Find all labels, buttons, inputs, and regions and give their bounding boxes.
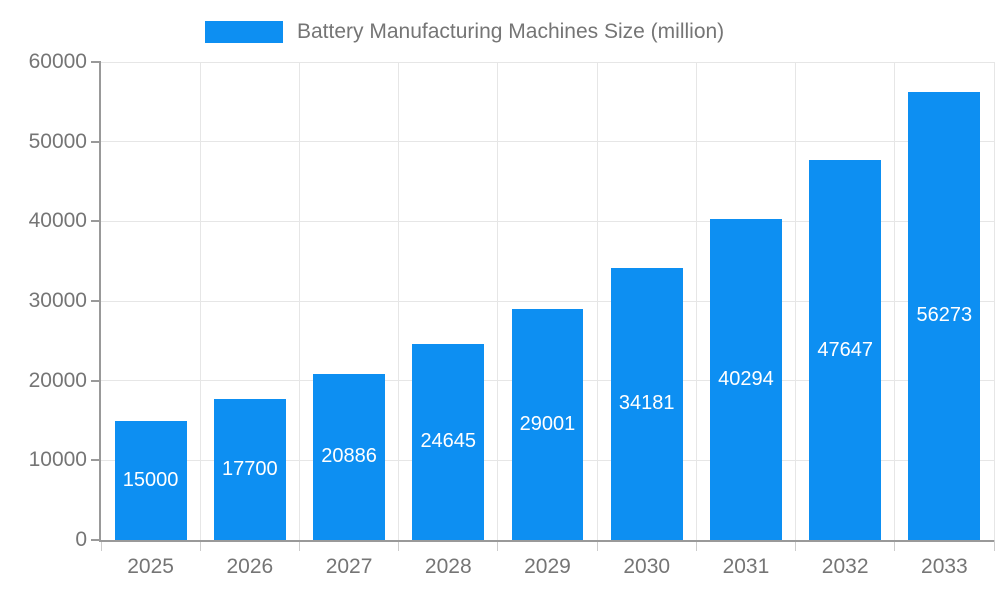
bar-value-label: 47647 (817, 338, 873, 361)
x-axis-label: 2030 (623, 555, 671, 578)
x-axis-label: 2029 (524, 555, 571, 578)
bar-value-label: 40294 (718, 367, 774, 390)
bar-value-label: 15000 (122, 468, 179, 491)
y-axis-label: 10000 (28, 448, 87, 472)
gridline-vertical (993, 62, 995, 540)
y-axis-label: 30000 (28, 289, 87, 312)
bar-2028[interactable]: 24645 (412, 343, 485, 540)
bar-value-label: 34181 (618, 392, 675, 415)
gridline-vertical (497, 62, 499, 540)
bar-value-label: 29001 (519, 412, 576, 435)
x-axis-label: 2028 (424, 555, 472, 578)
x-axis-tick (795, 540, 797, 551)
y-axis-tick (91, 459, 101, 462)
legend-item[interactable]: Battery Manufacturing Machines Size (mil… (205, 20, 724, 44)
gridline-vertical (398, 62, 400, 540)
x-axis-label: 2033 (921, 555, 968, 578)
x-axis-label: 2031 (722, 555, 770, 578)
gridline-horizontal (101, 141, 994, 143)
y-axis-tick (91, 539, 101, 541)
x-axis-tick (199, 540, 201, 551)
y-axis-label: 40000 (28, 209, 87, 233)
gridline-vertical (695, 62, 697, 540)
x-axis-label: 2026 (226, 555, 274, 578)
x-axis-label: 2032 (821, 555, 869, 578)
bar-value-label: 17700 (222, 457, 278, 480)
y-axis-tick (91, 300, 101, 302)
x-axis-tick (993, 540, 995, 551)
x-axis-line (99, 540, 994, 542)
x-axis-label: 2027 (325, 555, 373, 578)
x-axis-tick (398, 540, 400, 551)
bar-2029[interactable]: 29001 (511, 308, 584, 540)
gridline-vertical (596, 62, 598, 540)
bar-2027[interactable]: 20886 (313, 373, 385, 540)
bar-2032[interactable]: 47647 (809, 160, 882, 540)
x-axis-label: 2025 (127, 555, 174, 578)
gridline-horizontal (101, 220, 994, 222)
bar-2030[interactable]: 34181 (610, 267, 683, 540)
gridline-horizontal (101, 61, 994, 63)
x-axis-tick (298, 540, 300, 551)
x-axis-tick (894, 540, 896, 551)
gridline-vertical (199, 62, 201, 540)
y-axis-label: 20000 (28, 368, 87, 392)
gridline-vertical (894, 62, 896, 540)
gridline-horizontal (101, 300, 994, 302)
bar-value-label: 24645 (420, 430, 477, 453)
y-axis-label: 50000 (28, 129, 87, 153)
y-axis-line (99, 62, 101, 540)
x-axis-tick (497, 540, 499, 551)
y-axis-label: 0 (75, 528, 87, 551)
bar-2025[interactable]: 15000 (114, 420, 187, 540)
bar-value-label: 20886 (321, 445, 377, 468)
y-axis-tick (91, 61, 101, 63)
gridline-vertical (298, 62, 300, 540)
y-axis-tick (91, 379, 101, 382)
x-axis-tick (695, 540, 697, 551)
bar-2026[interactable]: 17700 (213, 398, 286, 540)
bar-2031[interactable]: 40294 (709, 218, 782, 540)
bar-2033[interactable]: 56273 (908, 91, 981, 540)
gridline-vertical (795, 62, 797, 540)
legend-label: Battery Manufacturing Machines Size (mil… (297, 20, 725, 43)
x-axis-tick (596, 540, 598, 551)
x-axis-tick (100, 540, 102, 551)
legend-swatch (205, 21, 283, 43)
y-axis-label: 60000 (28, 50, 87, 73)
bar-value-label: 56273 (916, 304, 973, 327)
y-axis-tick (91, 140, 101, 143)
y-axis-tick (91, 220, 101, 223)
